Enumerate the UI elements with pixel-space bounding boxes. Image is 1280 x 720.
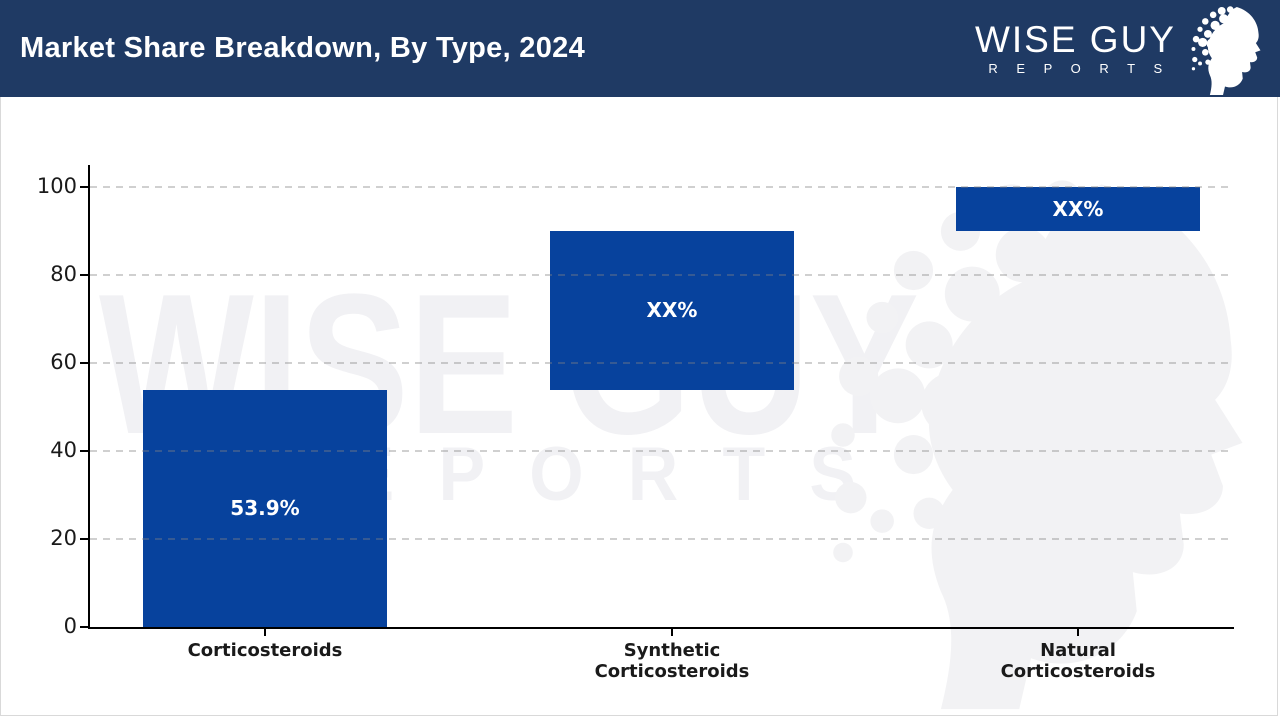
x-category-label: Synthetic Corticosteroids <box>594 640 750 682</box>
y-tick <box>80 450 88 452</box>
y-axis-line <box>88 165 90 629</box>
y-tick-label: 20 <box>50 526 77 550</box>
x-category-label: Natural Corticosteroids <box>1000 640 1156 682</box>
wiseguy-wordmark: WISE GUY R E P O R T S <box>974 19 1176 77</box>
gridline <box>90 274 1234 276</box>
wiseguy-face-icon <box>1178 3 1272 95</box>
bar: XX% <box>550 231 794 390</box>
x-tick <box>264 628 266 636</box>
x-tick <box>671 628 673 636</box>
y-tick <box>80 362 88 364</box>
y-tick <box>80 538 88 540</box>
gridline <box>90 450 1234 452</box>
page-title: Market Share Breakdown, By Type, 2024 <box>20 32 586 64</box>
y-tick-label: 0 <box>63 614 77 638</box>
logo-sub-text: R E P O R T S <box>988 61 1170 76</box>
bar-value-label: XX% <box>1052 197 1104 221</box>
y-tick <box>80 274 88 276</box>
wiseguy-logo: WISE GUY R E P O R T S <box>975 0 1272 97</box>
y-tick <box>80 626 88 628</box>
bar-value-label: 53.9% <box>230 496 300 521</box>
bar: XX% <box>956 187 1200 231</box>
x-axis-line <box>88 627 1234 629</box>
y-tick-label: 60 <box>50 350 77 374</box>
chart-area: WISE GUY REPORTS 0 20 40 60 80 100 53.9% Cortic… <box>0 97 1278 716</box>
gridline <box>90 186 1234 188</box>
x-tick <box>1077 628 1079 636</box>
header-banner: Market Share Breakdown, By Type, 2024 WI… <box>0 0 1280 97</box>
gridline <box>90 538 1234 540</box>
y-tick-label: 80 <box>50 262 77 286</box>
y-tick-label: 100 <box>36 174 77 198</box>
logo-name-text: WISE GUY <box>974 19 1176 60</box>
bar-value-label: XX% <box>646 298 698 323</box>
y-tick-label: 40 <box>50 438 77 462</box>
bar: 53.9% <box>143 389 387 627</box>
y-tick <box>80 186 88 188</box>
gridline <box>90 362 1234 364</box>
x-category-label: Corticosteroids <box>187 640 343 661</box>
